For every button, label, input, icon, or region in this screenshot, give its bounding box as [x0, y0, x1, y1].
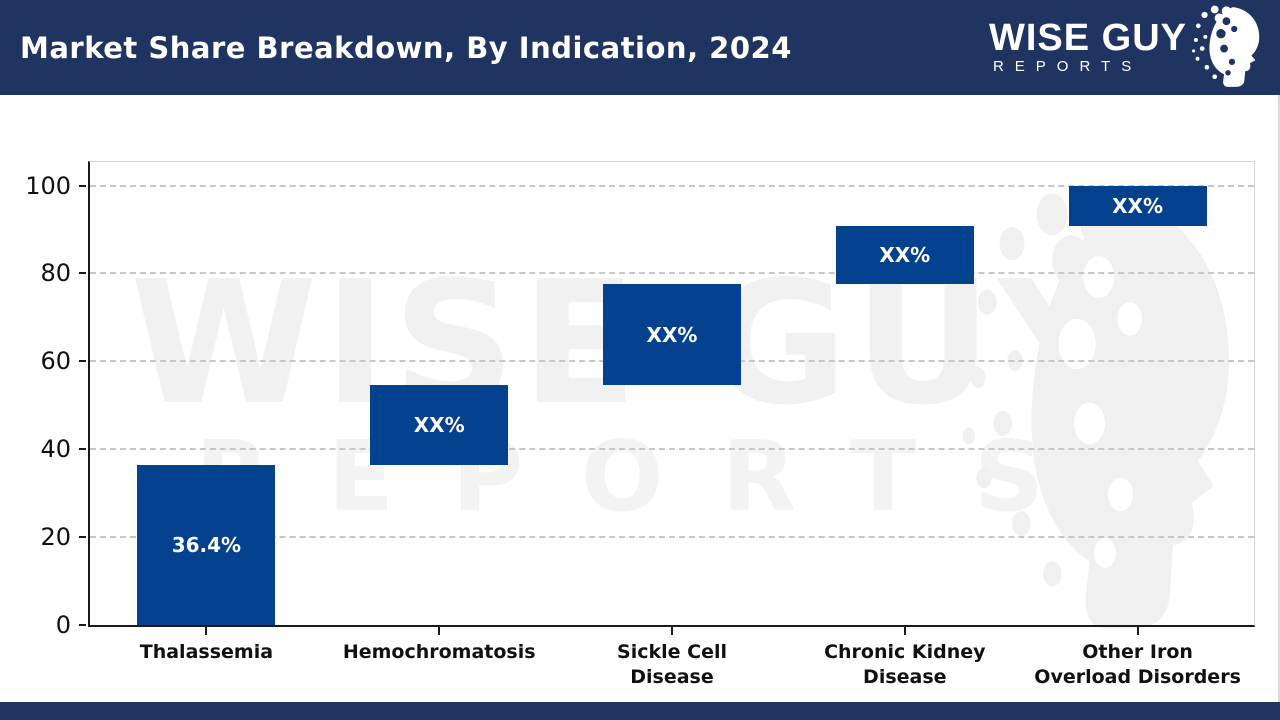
y-axis-tick-label: 60 — [40, 347, 71, 376]
brand-name-text: WISE GUY — [988, 16, 1187, 59]
gridline — [90, 184, 1254, 187]
bar-value-label: XX% — [646, 322, 698, 347]
brand-logo: WISE GUY REPORTS — [989, 4, 1268, 90]
footer-bar — [0, 702, 1280, 720]
x-axis-tick-label: Thalassemia — [139, 641, 274, 663]
chart-figure: WISE GUY REPORTS 0 20 40 60 80 100 36.4% XX% XX… — [0, 95, 1280, 702]
x-axis-tick-label: Other Iron Overload Disorders — [1034, 641, 1241, 688]
x-axis: Thalassemia Hemochromatosis Sickle Cell Di… — [90, 627, 1254, 697]
y-axis-tick — [79, 624, 86, 626]
x-axis-tick — [671, 627, 673, 635]
gridline — [90, 448, 1254, 451]
x-axis-tick-label: Sickle Cell Disease — [617, 641, 727, 688]
y-axis-tick — [79, 360, 86, 363]
bar-value-label: XX% — [413, 413, 465, 438]
head-silhouette-icon — [1192, 5, 1260, 87]
x-axis-tick — [205, 627, 208, 635]
bar: XX% — [1068, 185, 1207, 226]
bar-value-label: 36.4% — [171, 533, 242, 558]
gridline — [90, 272, 1254, 275]
header-bar: Market Share Breakdown, By Indication, 2… — [0, 0, 1280, 95]
y-axis-tick-label: 80 — [40, 259, 71, 288]
bar-value-label: XX% — [1112, 193, 1164, 218]
bar-value-label: XX% — [879, 242, 931, 267]
y-axis-tick-label: 40 — [40, 435, 71, 464]
x-axis-tick — [438, 627, 441, 635]
gridline — [90, 536, 1254, 539]
x-axis-tick-label: Hemochromatosis — [342, 641, 536, 663]
x-axis-tick-label: Chronic Kidney Disease — [824, 641, 986, 688]
bar: 36.4% — [137, 465, 276, 625]
plot-area: 36.4% XX% XX% XX% XX% — [88, 161, 1255, 627]
y-axis-tick-label: 100 — [25, 171, 71, 200]
y-axis: 0 20 40 60 80 100 — [0, 162, 88, 637]
y-axis-tick — [79, 184, 86, 187]
y-axis-tick-label: 20 — [40, 523, 71, 552]
bar: XX% — [835, 225, 974, 284]
y-axis-tick-label: 0 — [55, 611, 71, 639]
x-axis-tick — [903, 627, 906, 635]
y-axis-tick — [79, 536, 86, 539]
bar: XX% — [370, 385, 509, 466]
page-title: Market Share Breakdown, By Indication, 2… — [20, 30, 792, 65]
y-axis-tick — [79, 448, 86, 451]
x-axis-tick — [1136, 627, 1139, 635]
brand-subtitle-text: REPORTS — [992, 58, 1143, 76]
bar: XX% — [603, 283, 741, 386]
brand-wordmark: WISE GUY REPORTS — [988, 16, 1187, 76]
y-axis-tick — [79, 272, 86, 275]
